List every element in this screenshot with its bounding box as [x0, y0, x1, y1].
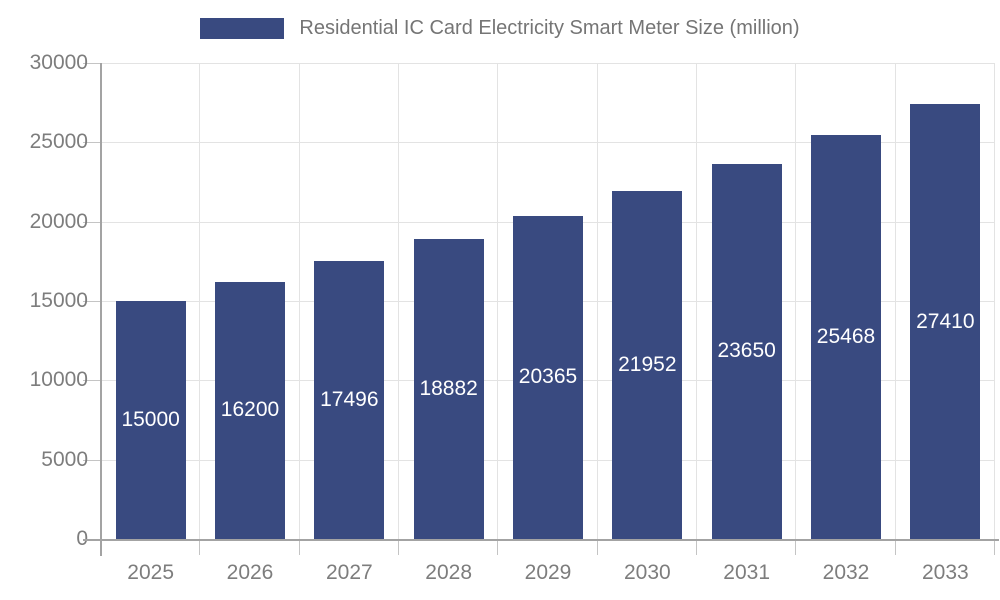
x-tick-label: 2025	[127, 561, 175, 584]
x-tick-label: 2029	[524, 561, 572, 584]
y-axis-line	[100, 63, 102, 556]
x-tick-mark	[894, 541, 896, 555]
bar-value-label: 21952	[618, 352, 677, 376]
gridline-vertical	[398, 63, 399, 539]
y-tick-label: 25000	[29, 130, 88, 154]
x-tick-mark	[199, 541, 201, 555]
x-tick-label: 2033	[921, 561, 969, 584]
y-tick-mark	[83, 221, 101, 223]
bar-value-label: 27410	[916, 309, 975, 333]
bar-value-label: 25468	[816, 324, 876, 348]
y-tick-mark	[83, 63, 101, 64]
y-tick-mark	[83, 380, 101, 382]
y-tick-label: 10000	[29, 368, 88, 392]
bar: 25468	[811, 134, 881, 539]
x-tick-mark	[497, 541, 499, 555]
legend-swatch	[200, 18, 285, 39]
x-tick-label: 2027	[325, 561, 373, 584]
bar: 18882	[413, 239, 484, 539]
gridline-vertical	[994, 63, 995, 539]
bar: 17496	[314, 261, 385, 539]
bar-value-label: 15000	[121, 408, 180, 431]
plot-area: 0 5000 10000 15000 20000 25000 30000 15000 2025 1…	[30, 51, 999, 584]
y-tick-label: 15000	[29, 289, 88, 312]
x-axis-line	[83, 539, 999, 541]
bar: 23650	[711, 163, 782, 539]
y-tick-label: 30000	[29, 51, 88, 74]
gridline-vertical	[596, 63, 598, 539]
y-tick-label: 5000	[41, 447, 88, 471]
bar-value-label: 20365	[518, 365, 578, 389]
gridline-vertical	[298, 63, 300, 539]
y-tick-mark	[83, 142, 101, 144]
bar-value-label: 16200	[220, 398, 280, 422]
bar: 27410	[910, 104, 981, 539]
y-tick-mark	[83, 459, 101, 461]
gridline-vertical	[795, 63, 797, 539]
legend-label: Residential IC Card Electricity Smart Me…	[299, 17, 800, 39]
x-tick-mark	[398, 541, 399, 555]
x-tick-mark	[596, 541, 598, 555]
bar: 21952	[612, 190, 683, 539]
x-tick-label: 2031	[723, 561, 771, 584]
x-tick-label: 2030	[623, 561, 671, 584]
y-tick-label: 20000	[29, 209, 88, 233]
gridline-horizontal	[101, 142, 995, 144]
y-tick-label: 0	[76, 527, 88, 551]
x-tick-label: 2032	[822, 561, 870, 584]
y-tick-mark	[83, 301, 101, 302]
x-tick-mark	[298, 541, 300, 555]
x-tick-label: 2026	[226, 561, 274, 584]
gridline-horizontal	[101, 63, 995, 64]
x-tick-label: 2028	[425, 561, 473, 584]
bar-value-label: 23650	[717, 339, 776, 363]
bar-value-label: 17496	[320, 388, 379, 412]
gridline-vertical	[894, 63, 896, 539]
x-tick-mark	[994, 541, 995, 555]
bar-value-label: 18882	[419, 377, 478, 401]
x-tick-mark	[795, 541, 797, 555]
gridline-vertical	[497, 63, 499, 539]
gridline-vertical	[696, 63, 697, 539]
bar: 15000	[115, 301, 186, 539]
bar: 20365	[513, 215, 583, 539]
legend: Residential IC Card Electricity Smart Me…	[0, 17, 1000, 40]
gridline-vertical	[199, 63, 201, 539]
x-tick-mark	[696, 541, 697, 555]
bar: 16200	[215, 281, 285, 539]
